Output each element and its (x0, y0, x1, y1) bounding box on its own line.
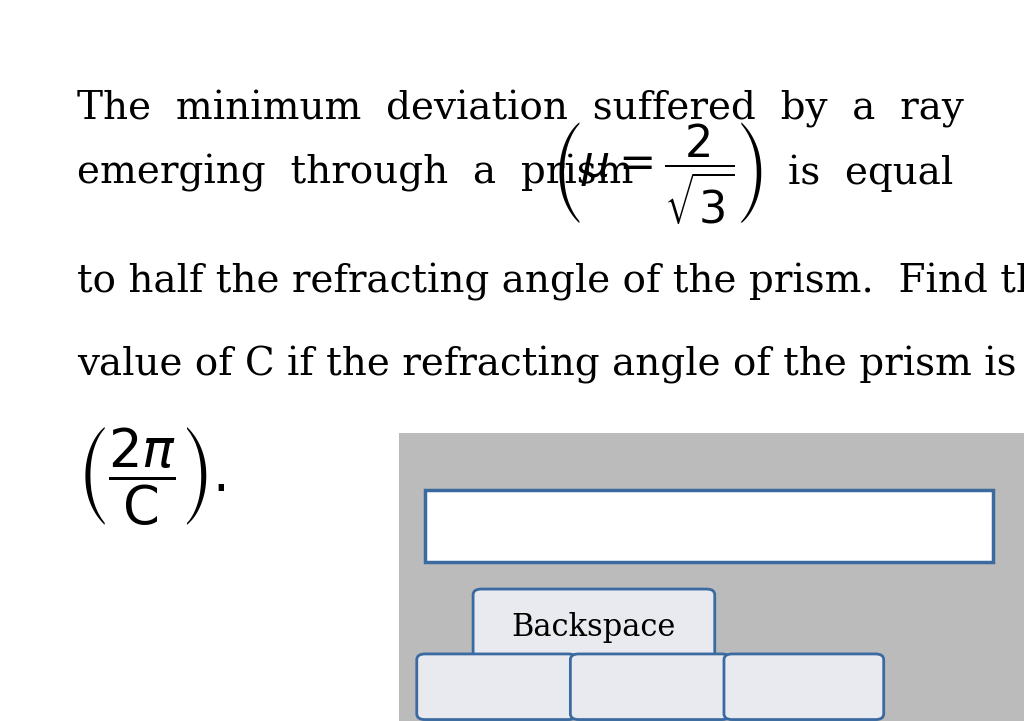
Text: $\left(\dfrac{2\pi}{\mathrm{C}}\right).$: $\left(\dfrac{2\pi}{\mathrm{C}}\right).$ (77, 425, 225, 528)
Text: to half the refracting angle of the prism.  Find the: to half the refracting angle of the pris… (77, 263, 1024, 301)
Text: is  equal: is equal (788, 154, 953, 192)
Text: Backspace: Backspace (512, 612, 676, 642)
Text: The  minimum  deviation  suffered  by  a  ray: The minimum deviation suffered by a ray (77, 90, 964, 128)
Text: emerging  through  a  prism: emerging through a prism (77, 154, 633, 192)
FancyBboxPatch shape (570, 654, 730, 720)
FancyBboxPatch shape (417, 654, 577, 720)
FancyBboxPatch shape (473, 589, 715, 665)
FancyBboxPatch shape (399, 433, 1024, 721)
FancyBboxPatch shape (724, 654, 884, 720)
FancyBboxPatch shape (425, 490, 993, 562)
Text: $\left(\mu = \dfrac{2}{\sqrt{3}}\right)$: $\left(\mu = \dfrac{2}{\sqrt{3}}\right)$ (551, 120, 763, 226)
Text: value of C if the refracting angle of the prism is: value of C if the refracting angle of th… (77, 346, 1016, 384)
